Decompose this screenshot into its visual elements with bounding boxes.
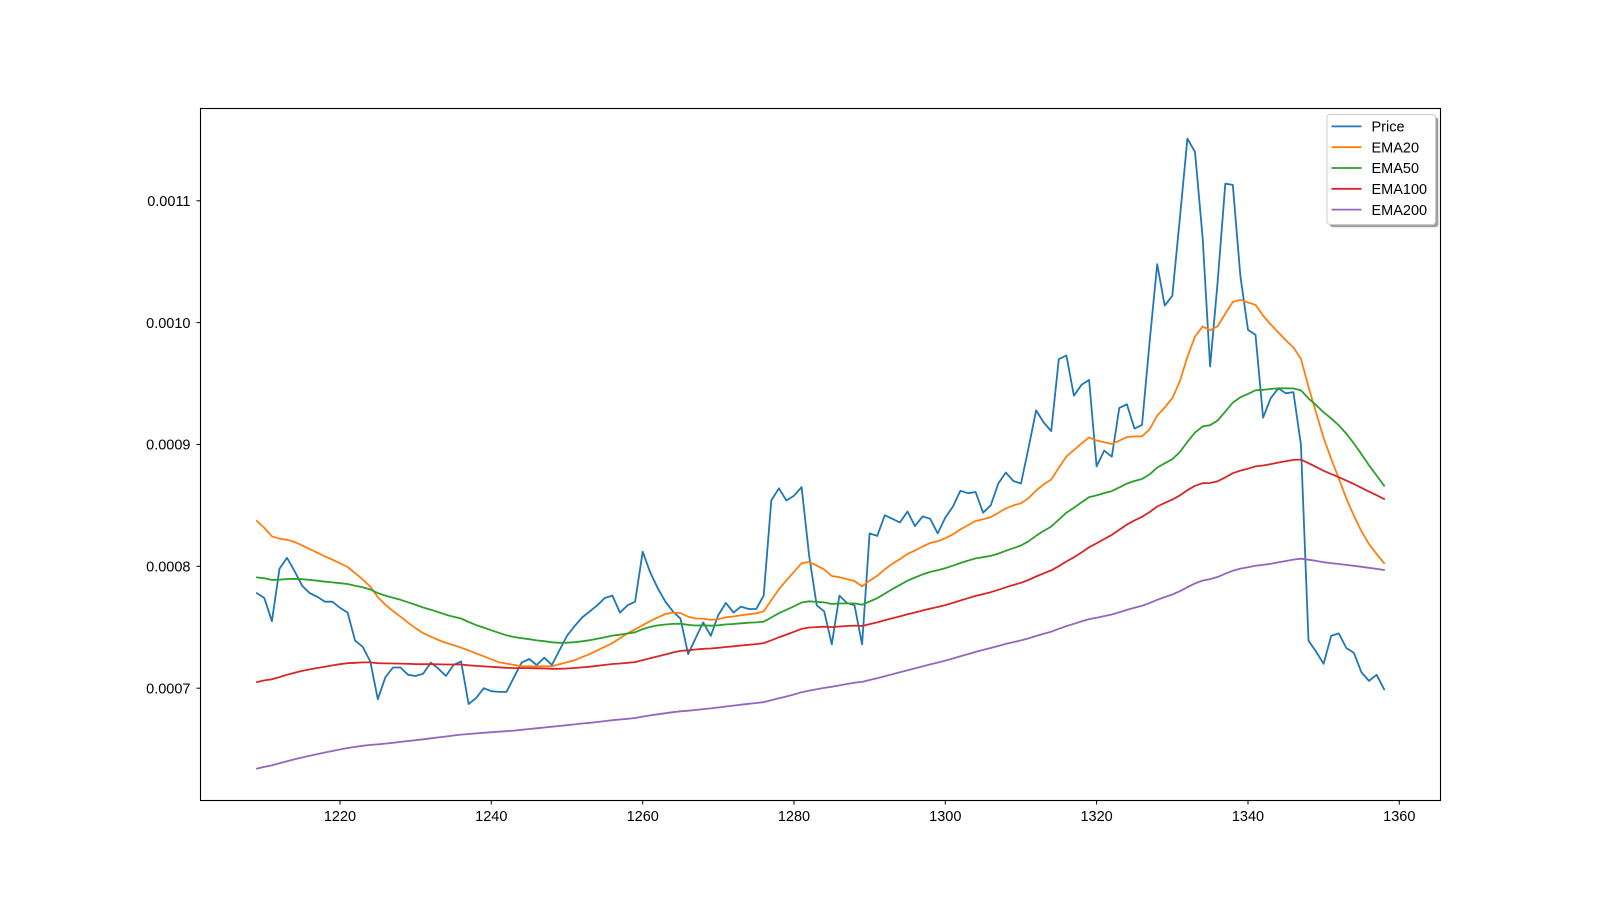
svg-text:1360: 1360 [1383,809,1415,825]
svg-text:Price: Price [1372,120,1405,136]
svg-text:1260: 1260 [627,809,659,825]
svg-text:0.0011: 0.0011 [147,194,190,210]
svg-text:1280: 1280 [778,809,810,825]
svg-text:1240: 1240 [475,809,507,825]
svg-text:1320: 1320 [1080,809,1112,825]
svg-text:1220: 1220 [324,809,356,825]
svg-text:0.0008: 0.0008 [146,560,190,576]
svg-text:0.0010: 0.0010 [146,316,190,332]
svg-text:EMA100: EMA100 [1372,182,1428,198]
svg-text:0.0007: 0.0007 [146,681,190,697]
svg-text:1340: 1340 [1232,809,1264,825]
svg-text:0.0009: 0.0009 [146,438,190,454]
svg-text:1300: 1300 [929,809,961,825]
svg-text:EMA50: EMA50 [1372,161,1420,177]
svg-text:EMA20: EMA20 [1372,140,1420,156]
svg-text:EMA200: EMA200 [1372,203,1428,219]
